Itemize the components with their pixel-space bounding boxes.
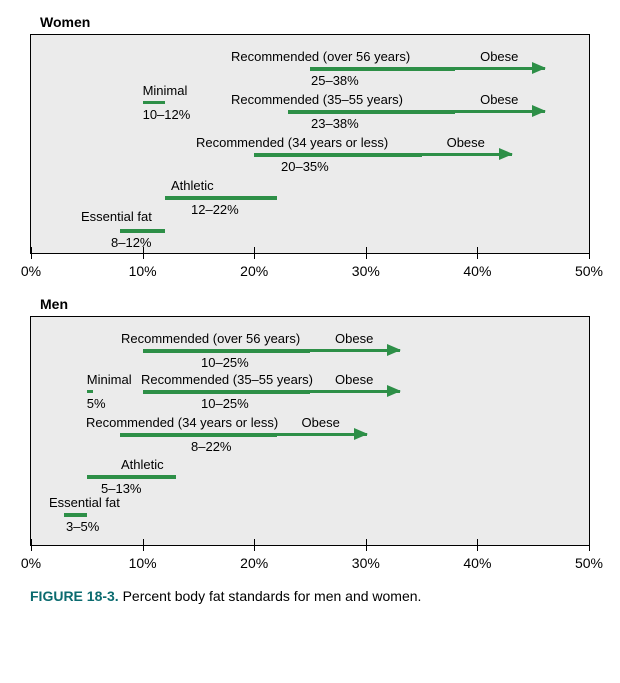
range-label: Recommended (35–55 years) [231,92,403,107]
range-label: Athletic [171,178,214,193]
men-title: Men [40,296,610,312]
range-bar [120,433,276,437]
axis-tick-label: 40% [463,555,491,571]
range-bar [288,110,455,114]
axis-tick-label: 50% [575,555,603,571]
range-bar [64,513,86,517]
range-bar [143,349,310,353]
axis-tick [477,539,478,551]
range-value: 23–38% [311,116,359,131]
range-value: 3–5% [66,519,99,534]
minimal-label: Minimal [87,372,132,387]
axis-tick-label: 10% [129,263,157,279]
obese-arrow [310,349,400,352]
minimal-label: Minimal [143,83,188,98]
axis-tick [254,539,255,551]
range-label: Athletic [121,457,164,472]
range-value: 10–25% [201,396,249,411]
figure-caption: FIGURE 18-3. Percent body fat standards … [30,588,590,604]
range-value: 25–38% [311,73,359,88]
axis-tick [589,247,590,259]
axis-tick [589,539,590,551]
range-label: Recommended (35–55 years) [141,372,313,387]
range-bar [120,229,165,233]
range-value: 8–12% [111,235,151,250]
range-label: Essential fat [49,495,120,510]
axis-tick-label: 0% [21,263,41,279]
range-label: Recommended (34 years or less) [86,415,278,430]
range-value: 20–35% [281,159,329,174]
axis-tick [31,247,32,259]
axis-tick-label: 10% [129,555,157,571]
obese-label: Obese [447,135,485,150]
axis-tick-label: 0% [21,555,41,571]
minimal-bar [143,101,165,104]
axis-tick [254,247,255,259]
women-title: Women [40,14,610,30]
obese-arrow [277,433,367,436]
obese-label: Obese [302,415,340,430]
range-value: 12–22% [191,202,239,217]
range-value: 8–22% [191,439,231,454]
axis-tick-label: 50% [575,263,603,279]
plot-area: 0%10%20%30%40%50%Recommended (over 56 ye… [30,34,590,254]
axis-tick-label: 40% [463,263,491,279]
obese-arrow [455,67,545,70]
range-label: Essential fat [81,209,152,224]
range-label: Recommended (34 years or less) [196,135,388,150]
range-bar [143,390,310,394]
obese-label: Obese [335,372,373,387]
range-bar [254,153,421,157]
obese-arrow [310,390,400,393]
figure-text: Percent body fat standards for men and w… [119,588,422,604]
range-bar [310,67,455,71]
range-label: Recommended (over 56 years) [231,49,410,64]
minimal-value: 5% [87,396,106,411]
axis-tick-label: 30% [352,555,380,571]
axis-tick [143,539,144,551]
axis-tick [31,539,32,551]
axis-tick [366,539,367,551]
range-value: 10–25% [201,355,249,370]
obese-label: Obese [335,331,373,346]
obese-arrow [422,153,512,156]
obese-label: Obese [480,92,518,107]
axis-tick-label: 20% [240,555,268,571]
figure-number: FIGURE 18-3. [30,588,119,604]
range-bar [87,475,176,479]
minimal-bar [87,390,93,393]
axis-tick [366,247,367,259]
obese-arrow [455,110,545,113]
plot-area: 0%10%20%30%40%50%Recommended (over 56 ye… [30,316,590,546]
obese-label: Obese [480,49,518,64]
range-bar [165,196,277,200]
axis-tick-label: 20% [240,263,268,279]
range-value: 5–13% [101,481,141,496]
axis-tick-label: 30% [352,263,380,279]
axis-tick [477,247,478,259]
minimal-value: 10–12% [143,107,191,122]
range-label: Recommended (over 56 years) [121,331,300,346]
